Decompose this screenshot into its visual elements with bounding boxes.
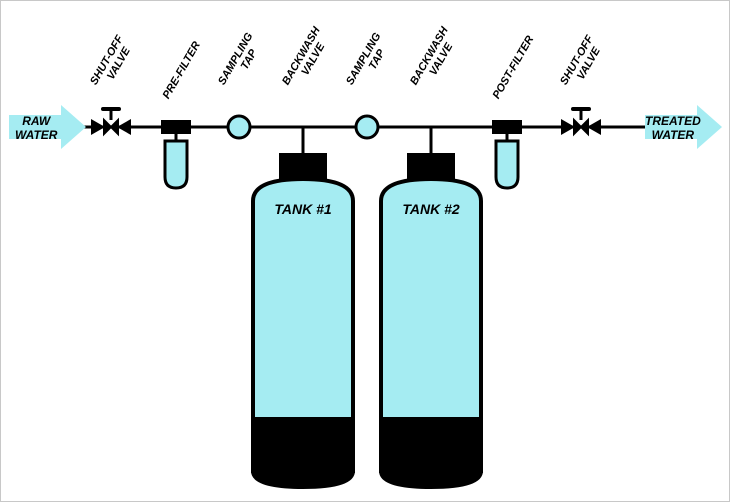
diagram-frame: RAW WATER TREATED WATER SHUT-OFF VALVE P…: [0, 0, 730, 502]
sampling-tap-2: [356, 116, 378, 138]
pre-filter: [161, 120, 191, 188]
raw-water-label: RAW WATER: [15, 115, 57, 143]
tank1-label: TANK #1: [253, 201, 353, 217]
backwash-valve-1: [279, 127, 327, 183]
tank-1: [253, 179, 353, 487]
shutoff-valve-left: [91, 109, 131, 135]
sampling-tap-1: [228, 116, 250, 138]
post-filter: [492, 120, 522, 188]
tank-2: [381, 179, 481, 487]
treated-water-label: TREATED WATER: [645, 115, 701, 143]
backwash-valve-2: [407, 127, 455, 183]
shutoff-valve-right: [561, 109, 601, 135]
tank2-label: TANK #2: [381, 201, 481, 217]
